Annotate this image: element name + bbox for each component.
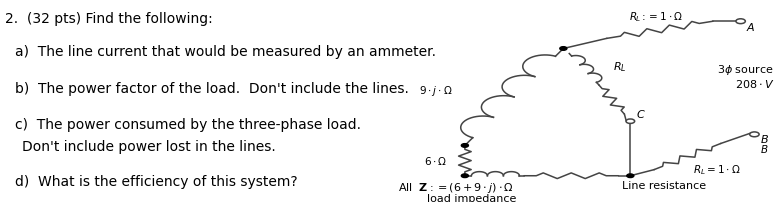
Circle shape — [461, 174, 469, 178]
Text: c)  The power consumed by the three-phase load.: c) The power consumed by the three-phase… — [16, 118, 361, 132]
Text: $R_{\!L} := 1 \cdot \Omega$: $R_{\!L} := 1 \cdot \Omega$ — [629, 10, 683, 24]
Text: Don't include power lost in the lines.: Don't include power lost in the lines. — [23, 140, 276, 154]
Circle shape — [626, 119, 635, 123]
Text: $R_L = 1 \cdot \Omega$: $R_L = 1 \cdot \Omega$ — [693, 164, 741, 177]
Text: a)  The line current that would be measured by an ammeter.: a) The line current that would be measur… — [16, 45, 437, 59]
Circle shape — [461, 144, 469, 147]
Text: $3\phi$ source: $3\phi$ source — [718, 63, 774, 77]
Text: b)  The power factor of the load.  Don't include the lines.: b) The power factor of the load. Don't i… — [16, 82, 410, 96]
Text: B: B — [760, 145, 768, 156]
Text: $9 \cdot j \cdot \Omega$: $9 \cdot j \cdot \Omega$ — [420, 84, 453, 98]
Text: d)  What is the efficiency of this system?: d) What is the efficiency of this system… — [16, 175, 298, 189]
Text: $6 \cdot \Omega$: $6 \cdot \Omega$ — [424, 155, 447, 167]
Text: B: B — [760, 135, 768, 145]
Text: load impedance: load impedance — [427, 194, 517, 202]
Circle shape — [627, 174, 634, 178]
Text: 2.  (32 pts) Find the following:: 2. (32 pts) Find the following: — [5, 12, 213, 26]
Text: All  $\mathbf{Z} := (6 + 9 \cdot j) \cdot \Omega$: All $\mathbf{Z} := (6 + 9 \cdot j) \cdot… — [398, 181, 514, 195]
Text: C: C — [636, 109, 644, 120]
Text: $208 \cdot V$: $208 \cdot V$ — [735, 78, 774, 90]
Circle shape — [736, 19, 746, 24]
Circle shape — [750, 132, 759, 137]
Text: A: A — [746, 23, 754, 33]
Text: Line resistance: Line resistance — [622, 181, 707, 191]
Text: $R_L$: $R_L$ — [612, 60, 626, 74]
Circle shape — [560, 47, 567, 50]
